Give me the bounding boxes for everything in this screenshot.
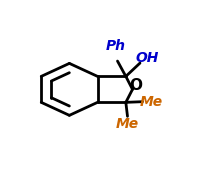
Text: O: O	[130, 78, 143, 93]
Text: Ph: Ph	[106, 39, 126, 53]
Text: OH: OH	[136, 51, 159, 65]
Text: Me: Me	[116, 117, 139, 131]
Text: Me: Me	[140, 95, 163, 109]
